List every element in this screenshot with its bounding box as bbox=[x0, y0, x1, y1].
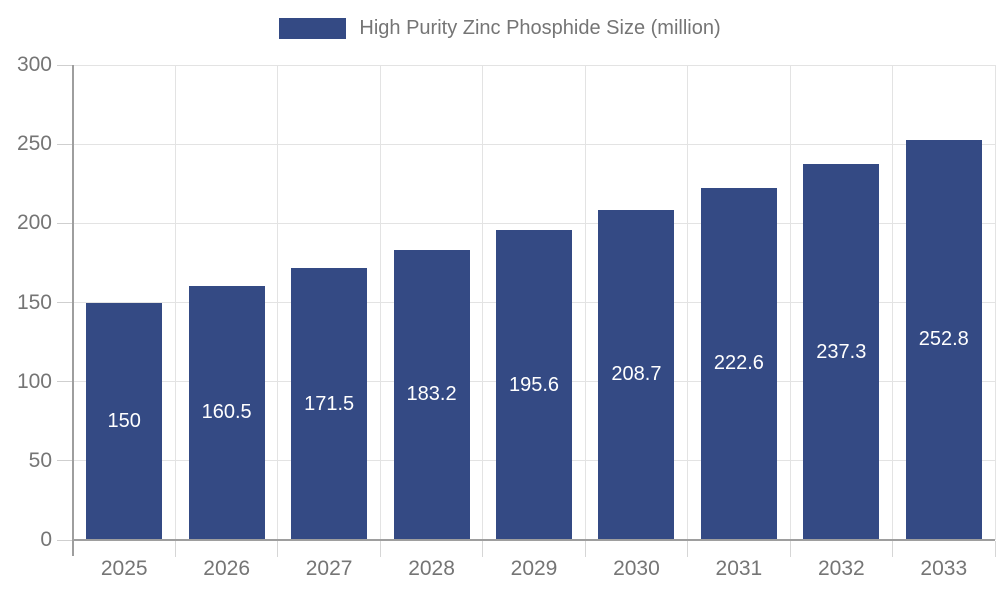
legend-swatch bbox=[279, 18, 347, 39]
bar[interactable]: 183.2 bbox=[393, 249, 470, 540]
gridline-v bbox=[892, 65, 894, 540]
y-tick-label: 0 bbox=[40, 528, 52, 551]
gridline-v bbox=[277, 65, 279, 540]
bar-value-label: 208.7 bbox=[611, 363, 662, 386]
y-tick-label: 300 bbox=[16, 53, 52, 76]
bar-value-label: 195.6 bbox=[508, 373, 560, 396]
gridline-v bbox=[379, 65, 381, 540]
gridline-v bbox=[789, 65, 791, 540]
bar[interactable]: 237.3 bbox=[803, 164, 880, 540]
x-tick-label: 2030 bbox=[613, 557, 660, 580]
x-tick-label: 2028 bbox=[408, 557, 455, 580]
y-tick-label: 100 bbox=[16, 369, 52, 393]
y-tick-label: 200 bbox=[16, 211, 52, 235]
x-tick-label: 2029 bbox=[510, 557, 558, 580]
x-tick-mark bbox=[994, 541, 996, 557]
y-tick-label: 150 bbox=[16, 290, 52, 314]
x-tick-mark bbox=[584, 541, 586, 557]
bar[interactable]: 252.8 bbox=[905, 139, 982, 540]
bar[interactable]: 195.6 bbox=[496, 230, 572, 540]
gridline-v bbox=[584, 65, 586, 540]
x-axis-line bbox=[73, 539, 995, 541]
x-tick-mark bbox=[789, 541, 791, 557]
bar-value-label: 183.2 bbox=[406, 383, 457, 406]
gridline-h bbox=[73, 143, 995, 145]
bar-value-label: 252.8 bbox=[918, 328, 969, 351]
bar[interactable]: 171.5 bbox=[291, 268, 368, 540]
x-tick-mark bbox=[379, 541, 381, 557]
y-tick-mark bbox=[57, 381, 73, 383]
y-tick-mark bbox=[57, 539, 73, 541]
y-tick-mark bbox=[57, 222, 73, 224]
x-tick-mark bbox=[482, 541, 484, 557]
plot-area: 150 160.5 171.5 183.2 195.6 208.7 222.6 237.3 25… bbox=[73, 64, 996, 540]
bar-value-label: 237.3 bbox=[816, 340, 867, 363]
x-tick-label: 2033 bbox=[920, 557, 968, 580]
bar-value-label: 171.5 bbox=[304, 392, 355, 415]
bar[interactable]: 208.7 bbox=[598, 209, 675, 540]
y-tick-label: 250 bbox=[16, 132, 52, 156]
bar[interactable]: 160.5 bbox=[188, 285, 265, 540]
y-tick-mark bbox=[57, 143, 73, 145]
bar-value-label: 150 bbox=[107, 409, 141, 432]
x-tick-mark bbox=[687, 541, 689, 557]
y-axis-line bbox=[72, 65, 74, 556]
gridline-v bbox=[482, 65, 484, 540]
x-tick-label: 2027 bbox=[305, 557, 353, 580]
x-tick-label: 2026 bbox=[203, 557, 251, 580]
x-tick-label: 2031 bbox=[715, 557, 763, 580]
gridline-v bbox=[994, 65, 996, 540]
gridline-v bbox=[687, 65, 689, 540]
x-tick-label: 2032 bbox=[817, 557, 865, 580]
y-tick-mark bbox=[57, 460, 73, 462]
legend-label: High Purity Zinc Phosphide Size (million… bbox=[359, 17, 721, 39]
chart-legend[interactable]: High Purity Zinc Phosphide Size (million… bbox=[0, 17, 1000, 40]
x-tick-label: 2025 bbox=[100, 557, 148, 580]
x-tick-mark bbox=[277, 541, 279, 557]
y-tick-mark bbox=[57, 64, 73, 66]
bar-value-label: 222.6 bbox=[713, 352, 764, 375]
bar-value-label: 160.5 bbox=[201, 401, 252, 424]
gridline-h bbox=[73, 222, 995, 224]
x-tick-mark bbox=[892, 541, 894, 557]
bar[interactable]: 150 bbox=[86, 302, 163, 540]
y-tick-label: 50 bbox=[28, 448, 52, 472]
gridline-v bbox=[174, 65, 176, 540]
bar[interactable]: 222.6 bbox=[700, 187, 777, 540]
y-tick-mark bbox=[57, 302, 73, 303]
gridline-h bbox=[73, 64, 995, 66]
x-tick-mark bbox=[174, 541, 176, 557]
